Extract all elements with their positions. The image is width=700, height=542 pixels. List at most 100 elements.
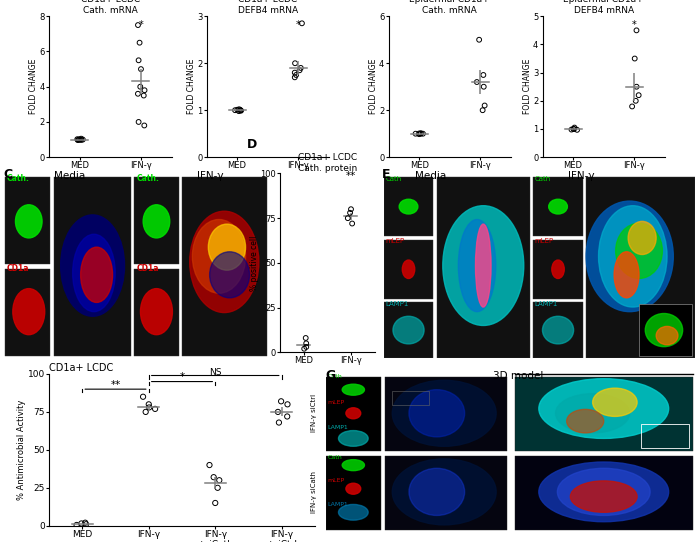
Text: Media: Media <box>55 171 85 180</box>
Ellipse shape <box>593 388 637 416</box>
Bar <box>641 424 689 448</box>
Ellipse shape <box>346 408 360 419</box>
Point <box>76 519 87 528</box>
Point <box>569 123 580 132</box>
Point <box>626 102 638 111</box>
Text: C: C <box>4 168 13 181</box>
Ellipse shape <box>409 390 465 437</box>
Text: **: ** <box>346 171 356 181</box>
Ellipse shape <box>458 220 496 312</box>
Point <box>342 214 354 222</box>
Ellipse shape <box>443 205 524 325</box>
Bar <box>437 177 530 358</box>
Text: CD1a+ LCDC: CD1a+ LCDC <box>49 363 113 373</box>
Point <box>290 59 301 68</box>
Text: D: D <box>247 138 257 151</box>
Ellipse shape <box>409 468 465 515</box>
Point <box>139 121 150 130</box>
Text: *: * <box>139 21 143 30</box>
Point <box>289 68 300 77</box>
Ellipse shape <box>557 468 650 515</box>
Y-axis label: % positive cell: % positive cell <box>250 235 259 291</box>
Text: Cath: Cath <box>385 176 401 182</box>
Y-axis label: FOLD CHANGE: FOLD CHANGE <box>187 59 195 114</box>
Ellipse shape <box>598 205 667 307</box>
Point <box>631 82 642 91</box>
Ellipse shape <box>475 224 491 307</box>
Point <box>209 499 220 507</box>
Ellipse shape <box>556 393 630 433</box>
Point <box>344 209 356 217</box>
Point <box>71 135 83 144</box>
Ellipse shape <box>586 201 673 312</box>
Point <box>299 344 310 353</box>
Point <box>133 118 144 126</box>
Ellipse shape <box>392 459 496 525</box>
Y-axis label: FOLD CHANGE: FOLD CHANGE <box>29 59 38 114</box>
Ellipse shape <box>616 223 662 279</box>
Bar <box>384 240 433 299</box>
Bar <box>533 302 583 358</box>
Point <box>71 521 82 530</box>
Point <box>232 105 243 114</box>
Point <box>568 125 580 133</box>
Bar <box>384 302 433 358</box>
Ellipse shape <box>567 409 603 433</box>
Point <box>346 219 358 228</box>
Ellipse shape <box>342 460 365 470</box>
Point <box>301 343 312 351</box>
Bar <box>392 391 429 405</box>
Text: mLEP: mLEP <box>535 238 554 244</box>
Point <box>74 136 85 144</box>
Point <box>273 418 284 427</box>
Point <box>234 105 245 114</box>
Ellipse shape <box>73 234 116 312</box>
Point <box>138 91 149 100</box>
Point <box>479 101 490 110</box>
Bar <box>514 456 693 530</box>
Bar <box>514 377 693 451</box>
Title: CD1a+ LCDC
DEFB4 mRNA: CD1a+ LCDC DEFB4 mRNA <box>238 0 298 16</box>
Bar <box>5 269 50 356</box>
Ellipse shape <box>342 384 365 395</box>
Y-axis label: FOLD CHANGE: FOLD CHANGE <box>523 59 531 114</box>
Ellipse shape <box>570 481 637 512</box>
Bar <box>385 456 508 530</box>
Text: Cath: Cath <box>328 374 342 379</box>
Ellipse shape <box>193 220 246 293</box>
Ellipse shape <box>645 313 682 347</box>
Text: mLEP: mLEP <box>385 238 405 244</box>
Text: *: * <box>179 372 185 382</box>
Text: Cath: Cath <box>535 176 551 182</box>
Text: E: E <box>382 168 390 181</box>
Point <box>410 130 421 138</box>
Text: IFN-γ: IFN-γ <box>568 171 594 180</box>
Ellipse shape <box>80 247 113 302</box>
Point <box>471 78 482 86</box>
Ellipse shape <box>15 205 42 238</box>
Ellipse shape <box>13 288 45 334</box>
Text: LAMP1: LAMP1 <box>535 301 558 307</box>
Point <box>629 54 641 63</box>
Point <box>571 126 582 134</box>
Point <box>72 136 83 144</box>
Title: Epidermal CD1a+
DEFB4 mRNA: Epidermal CD1a+ DEFB4 mRNA <box>564 0 644 16</box>
Ellipse shape <box>393 317 424 344</box>
Text: Cath: Cath <box>328 455 342 460</box>
Bar <box>385 377 508 451</box>
Point <box>233 107 244 115</box>
Point <box>144 400 155 409</box>
Ellipse shape <box>539 379 668 438</box>
Point <box>132 89 144 98</box>
Point <box>633 91 644 100</box>
Ellipse shape <box>549 199 568 214</box>
Bar <box>533 177 583 236</box>
Ellipse shape <box>339 505 368 520</box>
Ellipse shape <box>402 260 414 279</box>
Text: IFN-γ: IFN-γ <box>197 171 223 180</box>
Point <box>74 136 85 144</box>
Ellipse shape <box>656 326 678 345</box>
Bar <box>533 240 583 299</box>
Point <box>134 82 146 91</box>
Ellipse shape <box>552 260 564 279</box>
